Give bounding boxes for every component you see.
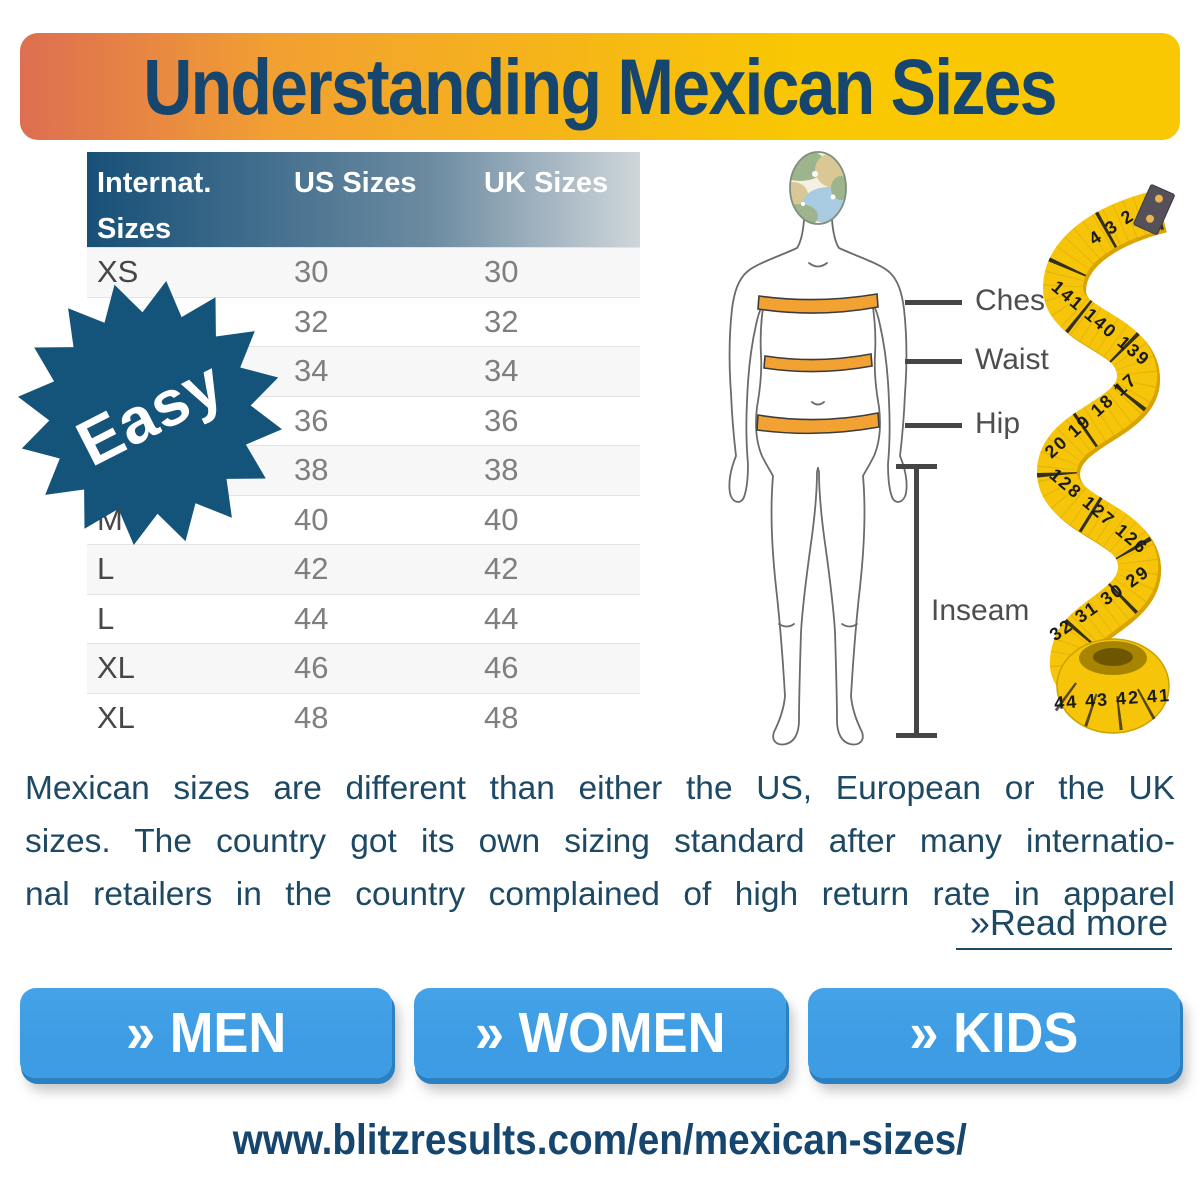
waist-label: Waist xyxy=(975,343,1049,376)
footer-url: www.blitzresults.com/en/mexican-sizes/ xyxy=(0,1116,1200,1165)
kids-button-label: » KIDS xyxy=(909,1001,1079,1065)
cell-uk: 32 xyxy=(484,303,519,339)
cell-us: 32 xyxy=(294,303,329,339)
hip-band xyxy=(756,412,880,435)
table-row: 32 32 xyxy=(87,296,640,347)
table-header-row: Internat. Sizes US Sizes UK Sizes xyxy=(87,152,640,247)
cell-uk: 46 xyxy=(484,650,519,686)
women-button[interactable]: » WOMEN xyxy=(414,988,786,1078)
tape-metal-clip xyxy=(1133,184,1175,235)
hip-label: Hip xyxy=(975,407,1021,440)
men-button-label: » MEN xyxy=(125,1001,287,1065)
cell-us: 40 xyxy=(294,501,329,537)
waist-band xyxy=(763,353,873,373)
chest-band xyxy=(757,293,879,314)
tape-ribbon xyxy=(1037,190,1165,691)
waist-pointer-line xyxy=(905,359,962,364)
size-table: Internat. Sizes US Sizes UK Sizes XS 30 … xyxy=(87,152,640,742)
table-row: XS 30 30 xyxy=(87,247,640,297)
cell-international: XS xyxy=(97,254,139,290)
cell-uk: 30 xyxy=(484,254,519,290)
cell-us: 36 xyxy=(294,402,329,438)
body-measurement-figure xyxy=(728,151,908,746)
article-paragraph: Mexican sizes are different than either … xyxy=(25,762,1175,921)
cell-us: 48 xyxy=(294,699,329,735)
navel-mark xyxy=(811,401,825,406)
cell-us: 30 xyxy=(294,254,329,290)
men-button[interactable]: » MEN xyxy=(20,988,392,1078)
body-outline-right xyxy=(817,219,908,746)
cell-us: 44 xyxy=(294,600,329,636)
measuring-tape: 4 3 2 141 140 139 20 19 18 17 128 127 12… xyxy=(1037,184,1175,734)
table-row: L 44 44 xyxy=(87,593,640,644)
cell-us: 42 xyxy=(294,551,329,587)
cell-international: XL xyxy=(97,699,135,735)
head-outline xyxy=(789,151,847,225)
cell-uk: 48 xyxy=(484,699,519,735)
article-line: nal retailers in the country complained … xyxy=(25,876,1175,913)
table-row: XL 46 46 xyxy=(87,643,640,693)
article-line: Mexican sizes are different than either … xyxy=(25,770,1175,807)
read-more-link[interactable]: »Read more xyxy=(955,902,1172,950)
cell-uk: 38 xyxy=(484,452,519,488)
cell-uk: 36 xyxy=(484,402,519,438)
inseam-bottom-cap xyxy=(896,733,937,738)
women-button-label: » WOMEN xyxy=(474,1001,726,1065)
cell-us: 46 xyxy=(294,650,329,686)
inseam-label: Inseam xyxy=(931,594,1030,627)
knee-mark-right xyxy=(841,623,858,628)
hip-pointer-line xyxy=(905,423,962,428)
table-row: 36 36 xyxy=(87,395,640,446)
column-header-us: US Sizes xyxy=(294,167,417,199)
easy-badge: Easy xyxy=(18,281,282,545)
cell-international: XL xyxy=(97,650,135,686)
inseam-top-cap xyxy=(896,464,937,469)
knee-mark-left xyxy=(778,623,795,628)
chest-pointer-line xyxy=(905,300,962,305)
table-row: L 42 42 xyxy=(87,544,640,594)
category-buttons-row: » MEN » WOMEN » KIDS xyxy=(20,988,1180,1078)
cell-us: 34 xyxy=(294,353,329,389)
chest-label: Chest xyxy=(975,284,1054,317)
header-band: Understanding Mexican Sizes xyxy=(20,33,1180,140)
body-outline-left xyxy=(728,219,819,746)
article-line: sizes. The country got its own sizing st… xyxy=(25,823,1175,860)
starburst-shape xyxy=(18,281,282,545)
inseam-measure-line xyxy=(914,466,919,738)
page-title: Understanding Mexican Sizes xyxy=(143,41,1058,131)
tape-coil: 44 43 42 41 xyxy=(1053,638,1172,734)
cell-uk: 44 xyxy=(484,600,519,636)
cell-uk: 34 xyxy=(484,353,519,389)
column-header-international: Internat. Sizes xyxy=(97,167,212,245)
column-header-uk: UK Sizes xyxy=(484,167,609,199)
kids-button[interactable]: » KIDS xyxy=(808,988,1180,1078)
collar-mark xyxy=(808,262,828,268)
cell-uk: 42 xyxy=(484,551,519,587)
cell-international: L xyxy=(97,551,115,587)
cell-international: L xyxy=(97,600,115,636)
cell-uk: 40 xyxy=(484,501,519,537)
footer-url-text: www.blitzresults.com/en/mexican-sizes/ xyxy=(232,1116,968,1164)
table-row: XL 48 48 xyxy=(87,692,640,743)
cell-us: 38 xyxy=(294,452,329,488)
